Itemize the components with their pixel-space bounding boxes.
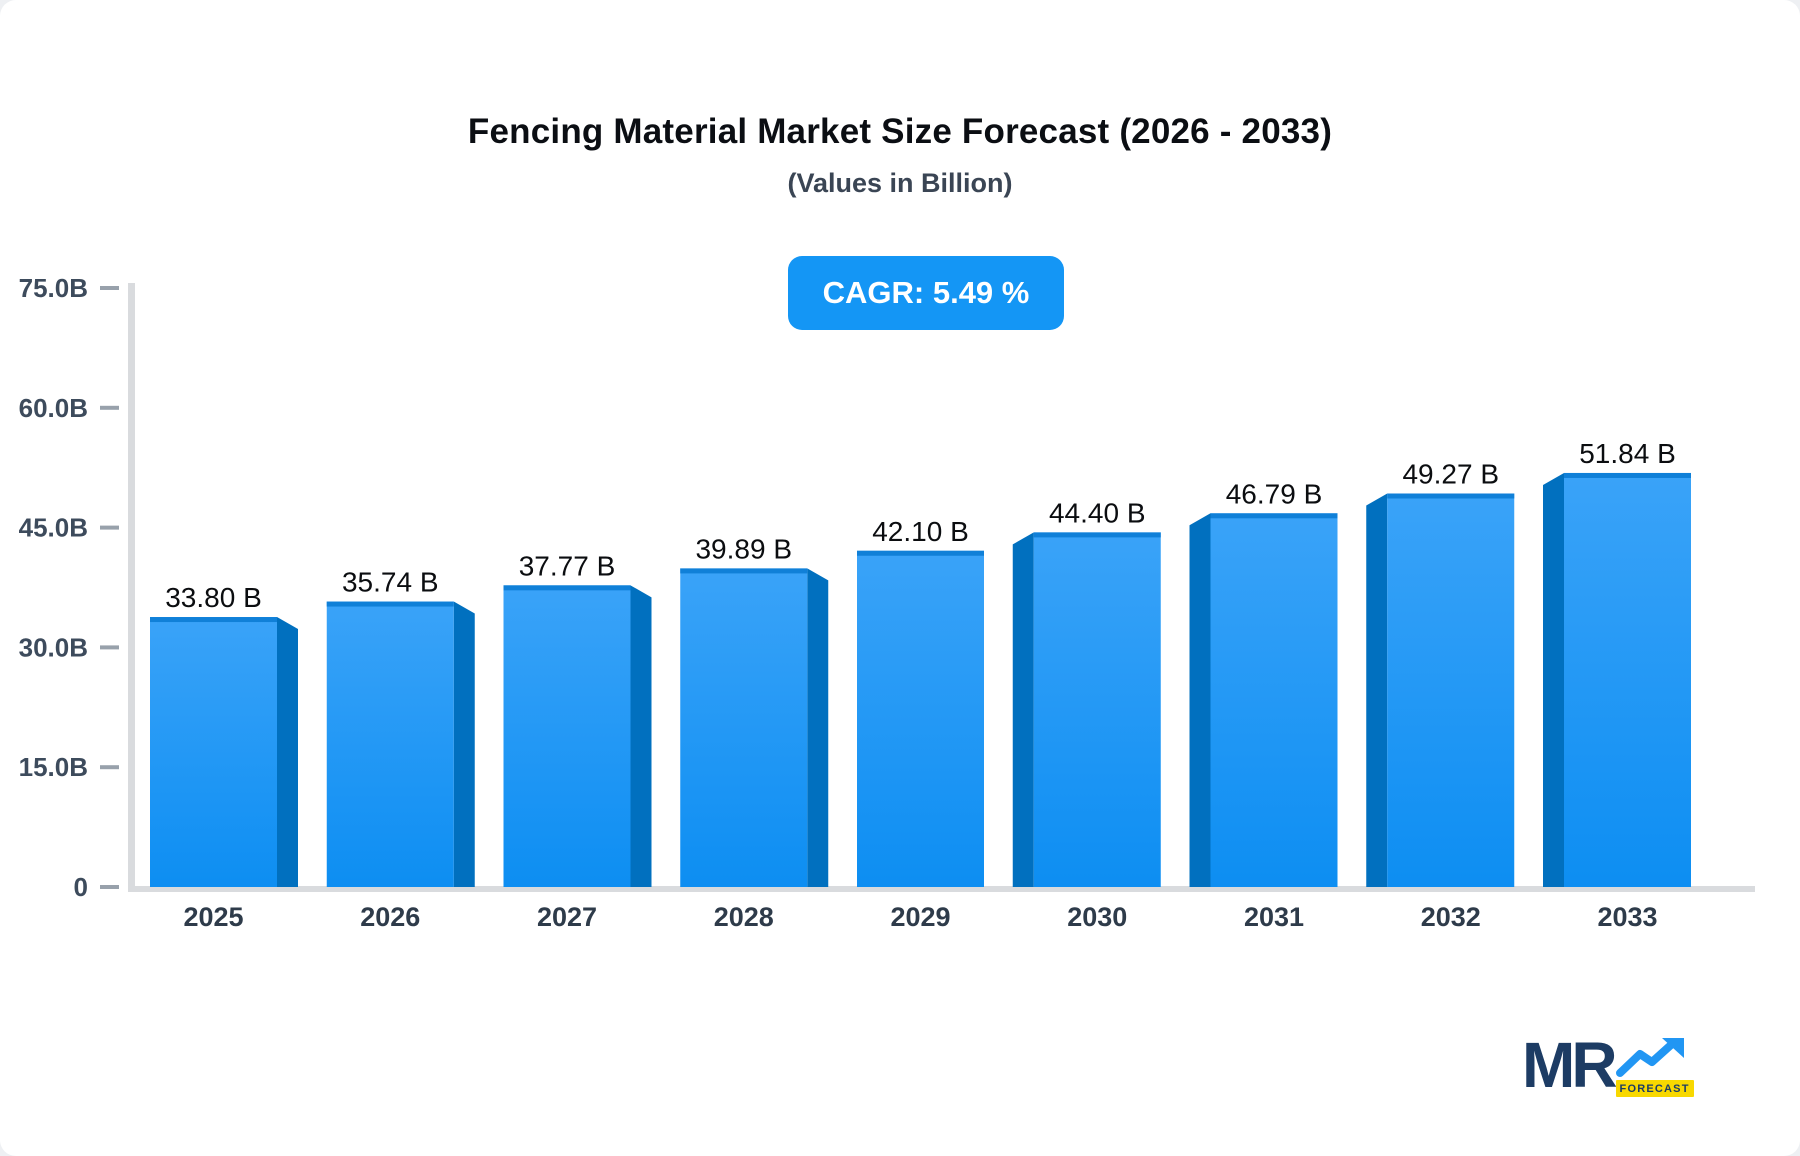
bar-value-label: 42.10 B xyxy=(872,516,969,547)
bar-2030 xyxy=(1033,532,1161,887)
y-tick-label: 30.0B xyxy=(19,632,88,662)
bar-side-face xyxy=(1189,513,1211,887)
x-axis-label: 2033 xyxy=(1597,902,1657,932)
bar-side-face xyxy=(1366,493,1388,887)
x-axis-label: 2026 xyxy=(360,902,420,932)
bar-value-label: 49.27 B xyxy=(1402,458,1499,489)
bar-top-edge xyxy=(150,617,277,623)
y-tick-mark xyxy=(100,286,119,290)
cagr-badge: CAGR: 5.49 % xyxy=(788,256,1064,330)
y-tick-label: 15.0B xyxy=(19,752,88,782)
bar-value-label: 51.84 B xyxy=(1579,438,1676,469)
bar-side-face xyxy=(1543,472,1564,887)
bar-2031 xyxy=(1210,513,1338,887)
y-tick-mark xyxy=(100,885,119,889)
bar-side-face xyxy=(277,617,298,887)
bar-top-edge xyxy=(1387,493,1515,499)
bar-top-edge xyxy=(1210,513,1338,519)
bar-2033 xyxy=(1564,472,1691,887)
y-tick-mark xyxy=(100,645,119,650)
bar-top-edge xyxy=(680,568,808,574)
bar-value-label: 35.74 B xyxy=(342,567,439,598)
y-axis-line xyxy=(128,283,135,892)
bar-value-label: 39.89 B xyxy=(695,533,792,564)
logo-text: MR xyxy=(1522,1029,1618,1101)
bar-side-face xyxy=(630,585,652,887)
bar-top-edge xyxy=(1564,472,1691,478)
bar-side-face xyxy=(1012,532,1034,887)
chart-title: Fencing Material Market Size Forecast (2… xyxy=(467,112,1333,151)
y-tick-label: 45.0B xyxy=(19,513,88,543)
x-axis-label: 2027 xyxy=(537,902,597,932)
x-axis-label: 2032 xyxy=(1421,902,1481,932)
bar-2026 xyxy=(326,601,454,887)
y-tick-mark xyxy=(100,405,119,410)
bar-2028 xyxy=(680,568,808,887)
bar-2029 xyxy=(857,550,984,887)
cagr-badge-label: CAGR: 5.49 % xyxy=(822,275,1030,310)
x-axis-line xyxy=(128,886,1755,892)
y-tick-label: 75.0B xyxy=(19,273,88,303)
logo-sub-text: FORECAST xyxy=(1615,1080,1694,1097)
bar-2025 xyxy=(150,617,277,887)
y-tick-mark xyxy=(100,525,119,530)
bar-value-label: 37.77 B xyxy=(519,550,616,581)
logo-right-block: FORECAST xyxy=(1615,1038,1694,1097)
bar-2032 xyxy=(1387,493,1515,887)
bar-top-edge xyxy=(503,585,631,591)
arrow-head xyxy=(1661,1038,1684,1058)
y-tick-label: 60.0B xyxy=(19,393,88,423)
x-axis-label: 2030 xyxy=(1067,902,1127,932)
bar-value-label: 44.40 B xyxy=(1049,497,1146,528)
bar-top-edge xyxy=(326,601,454,607)
y-tick-label: 0 xyxy=(74,872,88,902)
trending-up-icon xyxy=(1615,1038,1684,1077)
bar-value-label: 46.79 B xyxy=(1226,478,1323,509)
bar-2027 xyxy=(503,585,631,887)
bar-top-edge xyxy=(857,550,984,556)
x-axis-label: 2031 xyxy=(1244,902,1304,932)
x-axis-label: 2028 xyxy=(714,902,774,932)
trend-line xyxy=(1615,1040,1676,1077)
bar-top-edge xyxy=(1033,532,1161,538)
chart-subtitle: (Values in Billion) xyxy=(787,168,1013,198)
bar-value-label: 33.80 B xyxy=(165,582,262,613)
bar-side-face xyxy=(453,601,475,887)
bar-side-face xyxy=(807,568,829,887)
x-axis-label: 2025 xyxy=(183,902,243,932)
y-tick-mark xyxy=(100,765,119,770)
mr-forecast-logo: MR FORECAST xyxy=(1522,1029,1702,1104)
x-axis-label: 2029 xyxy=(890,902,950,932)
